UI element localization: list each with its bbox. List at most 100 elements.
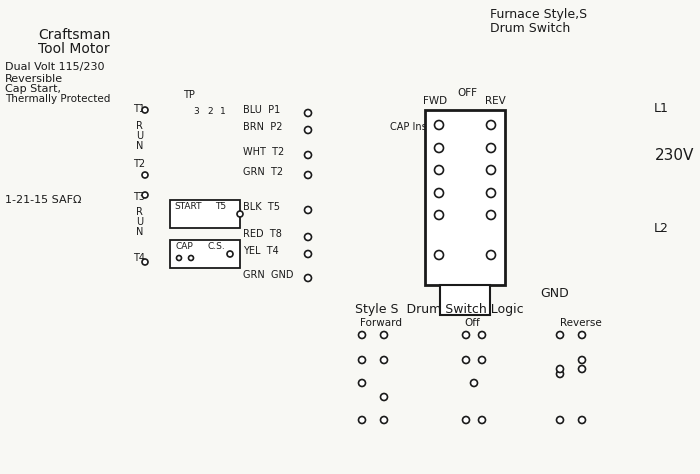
Text: L1: L1 [654, 102, 669, 115]
Text: Craftsman: Craftsman [38, 28, 111, 42]
Circle shape [188, 255, 193, 261]
Circle shape [142, 259, 148, 265]
Text: BLU  P1: BLU P1 [243, 105, 280, 115]
Circle shape [381, 417, 388, 423]
Text: GRN  GND: GRN GND [243, 270, 293, 280]
Circle shape [304, 172, 312, 179]
Circle shape [304, 250, 312, 257]
Circle shape [304, 234, 312, 240]
Circle shape [578, 417, 585, 423]
Text: 2: 2 [207, 107, 213, 116]
Circle shape [578, 356, 585, 364]
Text: GND: GND [540, 287, 568, 300]
Text: GRN  T2: GRN T2 [243, 167, 283, 177]
Circle shape [463, 356, 470, 364]
Circle shape [435, 210, 444, 219]
Circle shape [358, 380, 365, 386]
Circle shape [435, 165, 444, 174]
Circle shape [304, 274, 312, 282]
Text: RED  T8: RED T8 [243, 229, 282, 239]
Text: Thermally Protected: Thermally Protected [5, 94, 111, 104]
Circle shape [479, 356, 486, 364]
Circle shape [463, 417, 470, 423]
Text: BRN  P2: BRN P2 [243, 122, 283, 132]
Circle shape [435, 189, 444, 198]
Text: R: R [136, 207, 143, 217]
Circle shape [237, 211, 243, 217]
Circle shape [486, 144, 496, 153]
Circle shape [142, 107, 148, 113]
Circle shape [304, 152, 312, 158]
Text: FWD: FWD [423, 96, 447, 106]
Circle shape [435, 144, 444, 153]
Circle shape [486, 250, 496, 259]
Text: Furnace Style,S: Furnace Style,S [490, 8, 587, 21]
Text: CAP: CAP [175, 242, 192, 251]
Text: C.S.: C.S. [208, 242, 225, 251]
Text: U: U [136, 131, 143, 141]
Text: TP: TP [183, 90, 195, 100]
Circle shape [304, 109, 312, 117]
Text: START: START [174, 202, 202, 211]
Text: N: N [136, 141, 144, 151]
Text: Drum Switch: Drum Switch [490, 22, 570, 35]
Circle shape [381, 393, 388, 401]
Bar [170, 200, 240, 228]
Text: CAP Insulate: CAP Insulate [390, 122, 452, 132]
Circle shape [556, 371, 564, 377]
Text: T3: T3 [133, 192, 145, 202]
Text: 1-21-15 SAFΩ: 1-21-15 SAFΩ [5, 195, 81, 205]
Circle shape [381, 356, 388, 364]
Text: Tool Motor: Tool Motor [38, 42, 110, 56]
Circle shape [486, 120, 496, 129]
Text: 1: 1 [220, 107, 225, 116]
Circle shape [304, 207, 312, 213]
Text: 230V: 230V [655, 148, 694, 163]
Text: T5: T5 [215, 202, 226, 211]
Text: Dual Volt 115/230: Dual Volt 115/230 [5, 62, 104, 72]
Text: L2: L2 [654, 222, 669, 235]
Circle shape [435, 120, 444, 129]
Circle shape [578, 365, 585, 373]
Circle shape [227, 251, 233, 257]
Circle shape [142, 192, 148, 198]
Text: Reversible: Reversible [5, 74, 63, 84]
Text: Reverse: Reverse [560, 318, 602, 328]
Circle shape [556, 331, 564, 338]
Text: T1: T1 [133, 104, 145, 114]
Circle shape [486, 165, 496, 174]
Circle shape [463, 331, 470, 338]
Circle shape [486, 189, 496, 198]
Text: YEL  T4: YEL T4 [243, 246, 279, 256]
Text: 3: 3 [193, 107, 199, 116]
Text: Style S  Drum Switch Logic: Style S Drum Switch Logic [355, 303, 524, 316]
Bar [170, 240, 240, 268]
Text: Off: Off [464, 318, 480, 328]
Bar [440, 285, 490, 315]
Circle shape [176, 255, 181, 261]
Text: REV: REV [485, 96, 505, 106]
Text: T4: T4 [133, 253, 145, 263]
Circle shape [142, 172, 148, 178]
Circle shape [479, 417, 486, 423]
Text: OFF: OFF [457, 88, 477, 98]
Circle shape [304, 127, 312, 134]
Circle shape [486, 210, 496, 219]
Text: Forward: Forward [360, 318, 402, 328]
Text: WHT  T2: WHT T2 [243, 147, 284, 157]
Text: U: U [136, 217, 143, 227]
Circle shape [556, 417, 564, 423]
Bar [425, 110, 505, 285]
Text: T2: T2 [133, 159, 145, 169]
Ellipse shape [189, 102, 241, 122]
Text: N: N [136, 227, 144, 237]
Text: Cap Start,: Cap Start, [5, 84, 61, 94]
Text: BLK  T5: BLK T5 [243, 202, 280, 212]
Circle shape [578, 331, 585, 338]
Circle shape [358, 417, 365, 423]
Circle shape [556, 365, 564, 373]
Circle shape [435, 250, 444, 259]
Circle shape [358, 356, 365, 364]
Circle shape [470, 380, 477, 386]
Circle shape [381, 331, 388, 338]
